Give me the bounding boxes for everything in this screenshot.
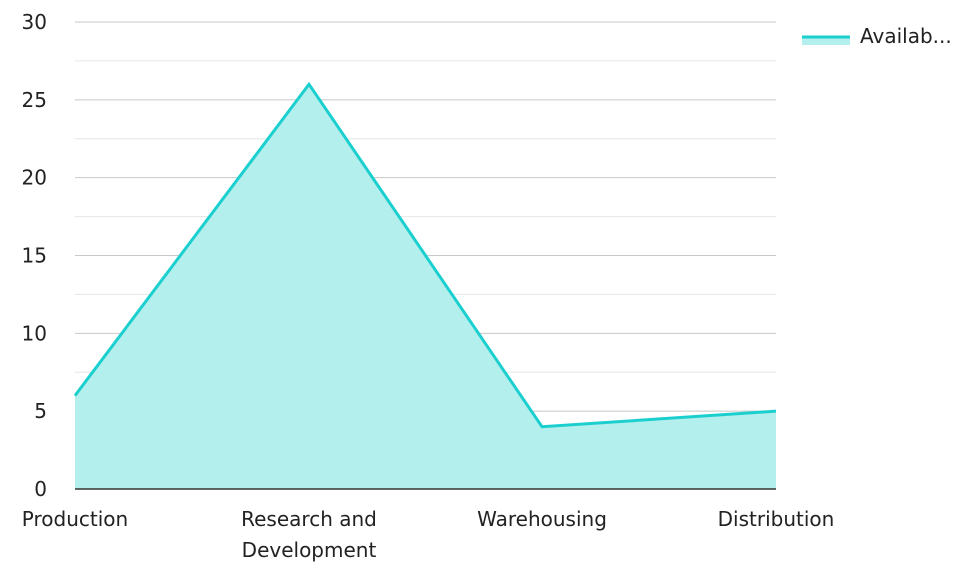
x-tick-label-line: Distribution [718,507,835,531]
x-tick-label: Warehousing [477,507,607,531]
x-tick-label-line: Research and [241,507,377,531]
x-tick-label: Research and Development [241,507,377,562]
y-tick-label: 20 [22,166,47,190]
legend-label: Availab... [860,24,952,48]
x-tick-label-line: Development [242,538,377,562]
y-tick-label: 30 [22,10,47,34]
legend: Availab... [802,24,952,48]
x-tick-label: Distribution [718,507,835,531]
x-tick-label-line: Warehousing [477,507,607,531]
y-tick-label: 10 [22,321,47,345]
y-tick-label: 5 [34,399,47,423]
y-tick-label: 0 [34,477,47,501]
y-tick-label: 25 [22,88,47,112]
series-line [73,81,777,429]
x-axis-tick-labels: Production Research and Development Warehou… [22,507,835,562]
x-tick-label-line: Production [22,507,128,531]
y-tick-label: 15 [22,244,47,268]
x-tick-label: Production [22,507,128,531]
series-area-fill [75,84,776,490]
y-axis-tick-labels: 0 5 10 15 20 25 30 [22,10,47,501]
legend-swatch-fill [802,37,850,45]
